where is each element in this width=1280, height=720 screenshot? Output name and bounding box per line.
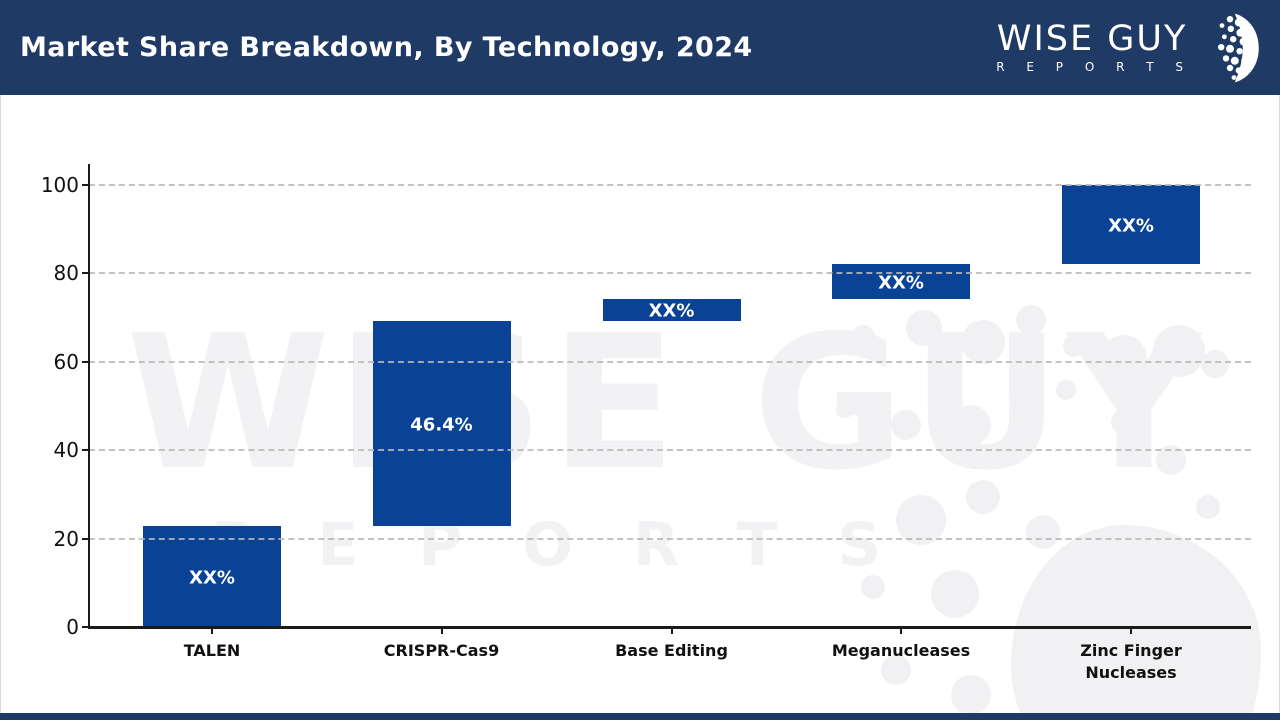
x-axis-tick: [1130, 627, 1132, 634]
bar-value-label: 46.4%: [410, 414, 473, 436]
x-axis-tick: [440, 627, 443, 634]
y-axis-tick: [82, 537, 89, 540]
watermark-dot: [961, 320, 1005, 364]
watermark-dot: [931, 570, 979, 618]
bar-value-label: XX%: [189, 567, 235, 589]
watermark-dot: [1201, 350, 1229, 378]
y-axis-tick: [82, 360, 89, 363]
category-label: TALEN: [183, 641, 241, 660]
category-label: Base Editing: [615, 641, 728, 660]
y-axis: [88, 164, 90, 629]
watermark-dot: [966, 480, 1000, 514]
watermark-dot: [1101, 335, 1147, 381]
gridline: [89, 184, 1251, 186]
watermark-dot: [1111, 410, 1135, 434]
watermark-dot: [1063, 335, 1085, 357]
brand-logo: WISE GUY R E P O R T S: [992, 10, 1262, 86]
watermark-dot: [906, 310, 942, 346]
brand-subtitle: R E P O R T S: [996, 60, 1192, 74]
bar: [372, 321, 511, 527]
watermark-dot: [1026, 515, 1060, 549]
y-tick-label: 20: [53, 526, 79, 551]
watermark-dot: [861, 575, 885, 599]
watermark-dot: [1016, 305, 1046, 335]
y-axis-tick: [82, 449, 89, 452]
gridline: [89, 449, 1251, 452]
bar: [143, 526, 281, 627]
footer-bar: [0, 713, 1280, 720]
y-axis-tick: [82, 272, 89, 275]
dotted-face-icon: [1218, 13, 1259, 82]
x-axis-tick: [211, 627, 213, 634]
watermark-dot: [1196, 495, 1220, 519]
page-title: Market Share Breakdown, By Technology, 2…: [20, 32, 753, 63]
x-axis-tick: [670, 627, 673, 634]
bar: [602, 299, 741, 322]
gridline: [89, 272, 1251, 275]
bar-value-label: XX%: [648, 300, 695, 322]
watermark-subtitle-text: REPORTS: [211, 510, 941, 580]
brand-logo-text: WISE GUY R E P O R T S: [992, 19, 1192, 74]
watermark-dot: [951, 405, 991, 445]
x-axis-tick: [900, 627, 902, 634]
watermark-dot: [1011, 395, 1037, 421]
watermark-dot: [836, 400, 854, 418]
y-tick-label: 40: [53, 438, 79, 463]
x-axis: [88, 626, 1251, 629]
y-axis-tick: [82, 626, 89, 628]
watermark-dot: [881, 655, 911, 685]
y-tick-label: 0: [66, 615, 79, 639]
category-label: CRISPR-Cas9: [383, 641, 500, 660]
bar: [1062, 185, 1200, 265]
watermark-dotted-face: [801, 195, 1279, 713]
brand-name: WISE GUY: [996, 19, 1188, 59]
y-axis-tick: [82, 184, 89, 186]
watermark-dot: [891, 410, 921, 440]
gridline: [89, 537, 1251, 540]
y-tick-label: 60: [53, 349, 79, 374]
gridline: [89, 360, 1251, 363]
header: Market Share Breakdown, By Technology, 2…: [0, 0, 1280, 95]
bar-value-label: XX%: [1108, 215, 1154, 237]
watermark-dot: [951, 675, 991, 713]
watermark-dot: [1153, 325, 1205, 377]
y-tick-label: 100: [40, 173, 79, 197]
category-label: Zinc Finger Nucleases: [1080, 641, 1182, 682]
bar: [832, 264, 970, 300]
bar-value-label: XX%: [878, 272, 924, 294]
chart-area: WISE GUY REPORTS 0 20 40 60 80 100 XX% TALEN 46.…: [0, 95, 1280, 713]
watermark-dot: [1056, 380, 1076, 400]
y-tick-label: 80: [53, 261, 79, 286]
watermark-dot: [851, 325, 875, 349]
category-label: Meganucleases: [831, 641, 971, 660]
watermark-face-blob: [1011, 525, 1261, 713]
watermark-dot: [896, 495, 946, 545]
